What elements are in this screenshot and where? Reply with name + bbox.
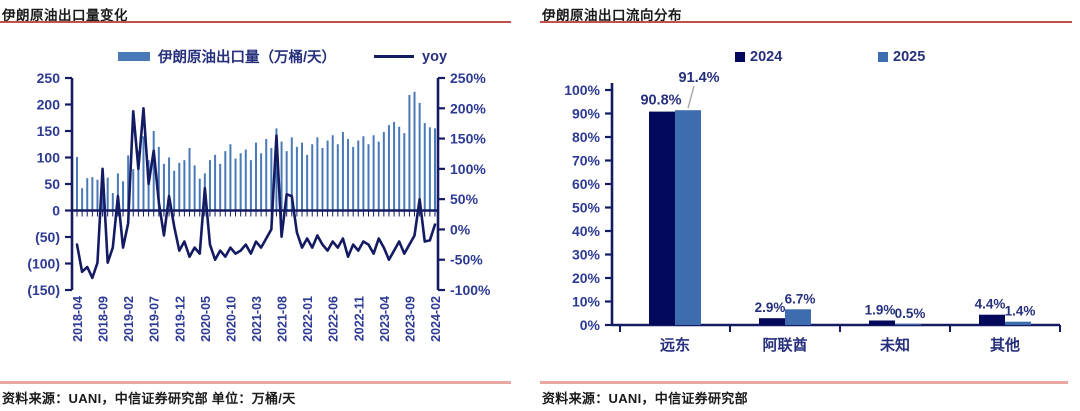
svg-text:2022-11: 2022-11	[352, 296, 366, 341]
svg-text:1.9%: 1.9%	[865, 303, 896, 318]
svg-text:未知: 未知	[879, 336, 910, 354]
left-source-rule	[0, 381, 511, 384]
svg-text:90.8%: 90.8%	[640, 93, 681, 109]
svg-text:200: 200	[37, 97, 61, 113]
right-source-text: 资料来源：UANI，中信证券研究部	[542, 391, 748, 406]
svg-text:其他: 其他	[990, 336, 1020, 354]
svg-text:(150): (150)	[27, 282, 60, 298]
svg-text:2.9%: 2.9%	[755, 300, 786, 315]
svg-text:2021-08: 2021-08	[276, 296, 290, 342]
svg-text:0.5%: 0.5%	[895, 306, 926, 321]
svg-text:2018-09: 2018-09	[97, 296, 111, 342]
svg-text:200%: 200%	[450, 100, 486, 116]
legend-label-2025: 2025	[893, 49, 926, 65]
svg-text:100%: 100%	[564, 82, 600, 98]
svg-text:0%: 0%	[580, 317, 601, 333]
svg-text:40%: 40%	[572, 223, 601, 239]
bar-series-label: 伊朗原油出口量（万桶/天）	[158, 50, 337, 66]
left-chart-title: 伊朗原油出口量变化	[2, 8, 128, 23]
svg-text:150%: 150%	[450, 131, 486, 147]
svg-text:50%: 50%	[572, 200, 601, 216]
svg-text:-50%: -50%	[450, 252, 483, 268]
svg-text:-100%: -100%	[450, 282, 491, 298]
svg-text:2019-02: 2019-02	[122, 296, 136, 342]
svg-text:70%: 70%	[572, 153, 601, 169]
svg-text:2022-01: 2022-01	[301, 296, 315, 342]
legend-item-2025: 2025	[878, 49, 925, 65]
svg-text:150: 150	[37, 123, 61, 139]
svg-text:(100): (100)	[27, 256, 60, 272]
left-chart-legend: 伊朗原油出口量（万桶/天） yoy	[118, 46, 447, 67]
svg-text:2024-02: 2024-02	[429, 296, 443, 342]
svg-text:60%: 60%	[572, 176, 601, 192]
export-volume-panel: 伊朗原油出口量变化 伊朗原油出口量（万桶/天） yoy 250 200 150 100…	[0, 8, 511, 406]
svg-text:1.4%: 1.4%	[1005, 304, 1036, 319]
right-source-rule	[540, 381, 1068, 384]
svg-text:91.4%: 91.4%	[678, 70, 719, 86]
svg-text:(50): (50)	[35, 229, 60, 245]
line-series-swatch	[374, 55, 415, 58]
right-title-rule	[540, 21, 1072, 23]
svg-text:远东: 远东	[660, 336, 690, 354]
svg-text:100%: 100%	[450, 161, 486, 177]
svg-text:2021-03: 2021-03	[250, 296, 264, 342]
svg-text:6.7%: 6.7%	[785, 291, 816, 306]
bar-series-swatch	[118, 52, 150, 61]
legend-swatch-2024	[735, 52, 745, 62]
svg-text:2022-06: 2022-06	[327, 296, 341, 342]
svg-text:0%: 0%	[450, 221, 471, 237]
svg-text:20%: 20%	[572, 270, 601, 286]
svg-text:10%: 10%	[572, 294, 601, 310]
line-series-label: yoy	[422, 48, 448, 65]
right-chart-title: 伊朗原油出口流向分布	[542, 8, 682, 23]
svg-text:80%: 80%	[572, 129, 601, 145]
svg-text:2018-04: 2018-04	[71, 296, 85, 342]
svg-text:250: 250	[37, 70, 61, 86]
svg-text:50: 50	[44, 176, 60, 192]
left-source-text: 资料来源：UANI，中信证券研究部 单位：万桶/天	[2, 391, 296, 406]
svg-text:0: 0	[52, 203, 60, 219]
svg-text:2023-09: 2023-09	[403, 296, 417, 342]
svg-text:90%: 90%	[572, 106, 601, 122]
svg-text:30%: 30%	[572, 247, 601, 263]
svg-text:2020-05: 2020-05	[199, 296, 213, 342]
export-destination-panel: 伊朗原油出口流向分布 2024 2025 0% 10% 20% 30% 40% 50% 60…	[540, 0, 1080, 411]
left-title-rule	[0, 21, 511, 23]
legend-item-2024: 2024	[735, 49, 782, 65]
legend-label-2024: 2024	[750, 49, 783, 65]
export-destination-chart: 0% 10% 20% 30% 40% 50% 60% 70% 80% 90% 100% 90.8% 91…	[564, 70, 1061, 354]
svg-text:2023-04: 2023-04	[378, 296, 392, 342]
svg-text:100: 100	[37, 150, 61, 166]
svg-text:250%: 250%	[450, 70, 486, 86]
svg-text:2019-12: 2019-12	[173, 296, 187, 342]
svg-text:2019-07: 2019-07	[148, 296, 162, 342]
svg-text:50%: 50%	[450, 191, 479, 207]
legend-swatch-2025	[878, 52, 888, 62]
export-trend-chart: 250 200 150 100 50 0 (50) (100) (150) 250% 200% 150…	[27, 70, 491, 342]
svg-text:4.4%: 4.4%	[975, 297, 1006, 312]
svg-text:阿联酋: 阿联酋	[762, 336, 807, 354]
svg-text:2020-10: 2020-10	[224, 296, 238, 342]
